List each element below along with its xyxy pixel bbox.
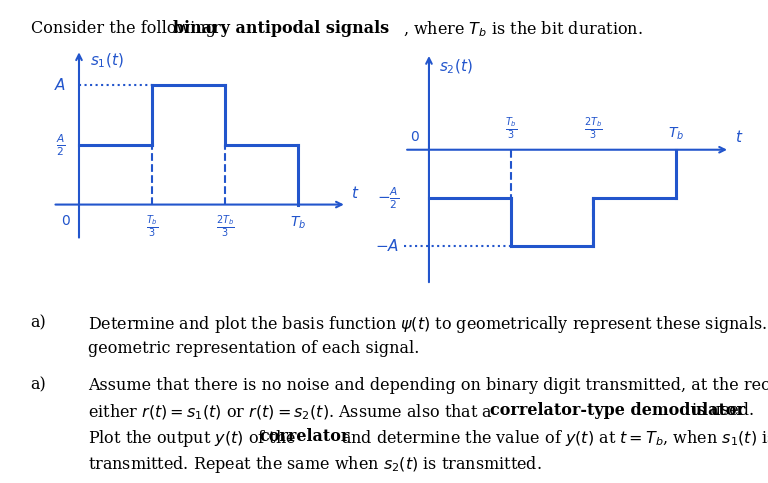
Text: $s_1(t)$: $s_1(t)$ — [90, 52, 124, 70]
Text: Plot the output $y(t)$ of the: Plot the output $y(t)$ of the — [88, 428, 297, 449]
Text: geometric representation of each signal.: geometric representation of each signal. — [88, 340, 419, 357]
Text: either $r(t) = s_1(t)$ or $r(t) = s_2(t)$. Assume also that a: either $r(t) = s_1(t)$ or $r(t) = s_2(t)… — [88, 402, 494, 422]
Text: $t$: $t$ — [351, 185, 359, 201]
Text: a): a) — [31, 314, 47, 331]
Text: $\frac{T_b}{3}$: $\frac{T_b}{3}$ — [505, 116, 518, 142]
Text: and determine the value of $y(t)$ at $t = T_b$, when $s_1(t)$ is: and determine the value of $y(t)$ at $t … — [336, 428, 768, 448]
Text: 0: 0 — [410, 130, 419, 144]
Text: $T_b$: $T_b$ — [667, 126, 684, 142]
Text: a): a) — [31, 377, 47, 394]
Text: Assume that there is no noise and depending on binary digit transmitted, at the : Assume that there is no noise and depend… — [88, 377, 768, 394]
Text: Determine and plot the basis function $\psi(t)$ to geometrically represent these: Determine and plot the basis function $\… — [88, 314, 768, 335]
Text: $\frac{2T_b}{3}$: $\frac{2T_b}{3}$ — [584, 116, 603, 142]
Text: $-\frac{A}{2}$: $-\frac{A}{2}$ — [377, 185, 399, 211]
Text: 0: 0 — [61, 214, 70, 228]
Text: Consider the following: Consider the following — [31, 20, 221, 38]
Text: $\frac{T_b}{3}$: $\frac{T_b}{3}$ — [146, 214, 158, 240]
Text: $T_b$: $T_b$ — [290, 214, 306, 230]
Text: correlator: correlator — [260, 428, 350, 445]
Text: $-A$: $-A$ — [376, 238, 399, 255]
Text: $t$: $t$ — [735, 129, 743, 145]
Text: is used.: is used. — [687, 402, 754, 419]
Text: transmitted. Repeat the same when $s_2(t)$ is transmitted.: transmitted. Repeat the same when $s_2(t… — [88, 454, 542, 475]
Text: $A$: $A$ — [54, 77, 66, 93]
Text: binary antipodal signals: binary antipodal signals — [173, 20, 389, 38]
Text: $s_2(t)$: $s_2(t)$ — [439, 58, 472, 76]
Text: , where $T_b$ is the bit duration.: , where $T_b$ is the bit duration. — [403, 19, 643, 39]
Text: $\frac{A}{2}$: $\frac{A}{2}$ — [56, 132, 66, 157]
Text: correlator-type demodulator: correlator-type demodulator — [490, 402, 745, 419]
Text: $\frac{2T_b}{3}$: $\frac{2T_b}{3}$ — [216, 214, 235, 240]
